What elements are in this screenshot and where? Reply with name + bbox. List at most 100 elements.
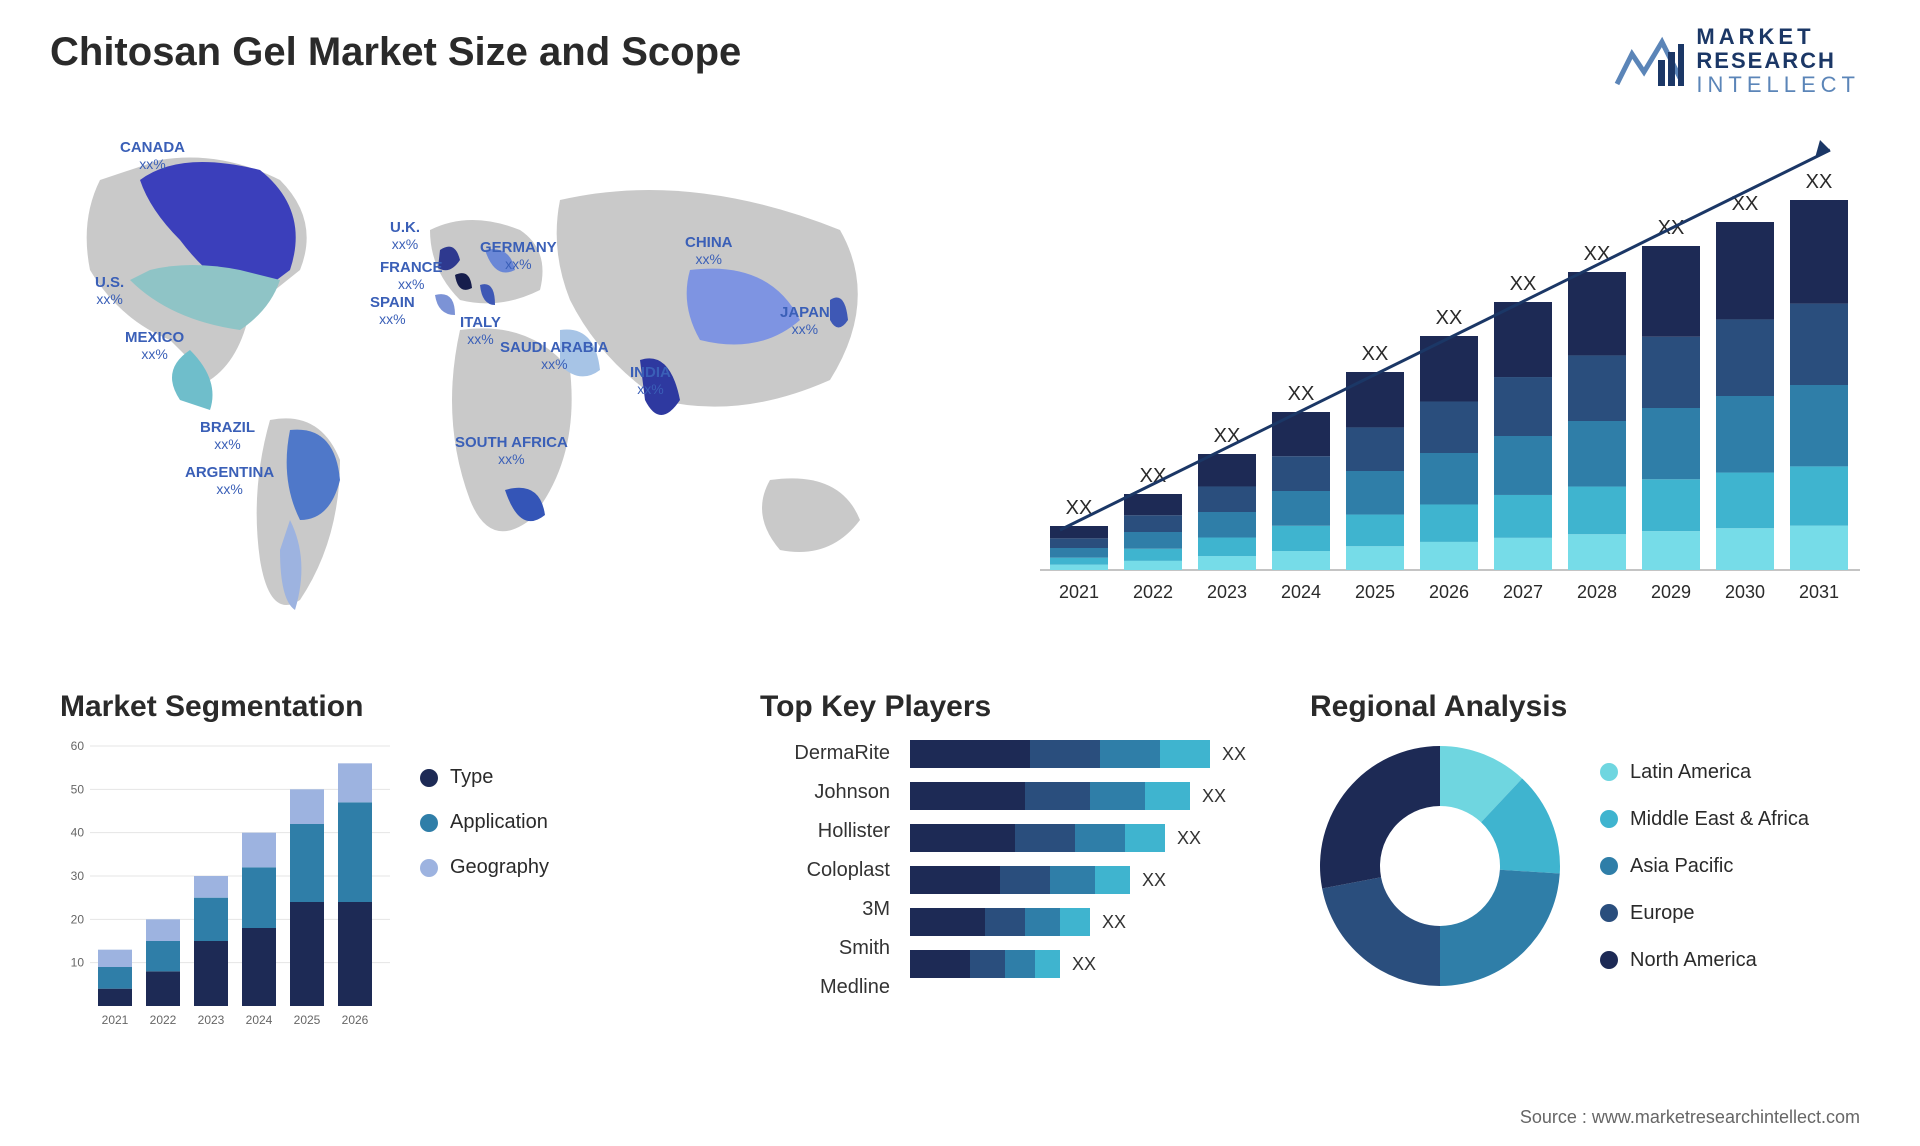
svg-text:2027: 2027 bbox=[1503, 582, 1543, 602]
svg-text:50: 50 bbox=[71, 782, 85, 796]
player-row: XX bbox=[910, 866, 1246, 894]
segmentation-chart: 102030405060202120222023202420252026 bbox=[60, 736, 390, 1056]
market-segmentation: Market Segmentation 10203040506020212022… bbox=[60, 690, 620, 1056]
svg-text:2022: 2022 bbox=[150, 1013, 177, 1027]
legend-item: Middle East & Africa bbox=[1600, 808, 1809, 831]
player-bar-segment bbox=[1000, 866, 1050, 894]
main-bar-chart: XX2021XX2022XX2023XX2024XX2025XX2026XX20… bbox=[1040, 130, 1860, 630]
svg-text:XX: XX bbox=[1806, 171, 1833, 193]
legend-swatch bbox=[420, 859, 438, 877]
player-bar-segment bbox=[1030, 740, 1100, 768]
map-label: SOUTH AFRICAxx% bbox=[455, 435, 568, 468]
map-label: GERMANYxx% bbox=[480, 240, 557, 273]
player-bar-segment bbox=[1025, 908, 1060, 936]
player-bar bbox=[910, 782, 1190, 810]
player-name: 3M bbox=[760, 898, 890, 921]
player-bar-segment bbox=[910, 950, 970, 978]
player-name: DermaRite bbox=[760, 742, 890, 765]
player-bar-segment bbox=[1160, 740, 1210, 768]
svg-text:2023: 2023 bbox=[198, 1013, 225, 1027]
svg-text:2026: 2026 bbox=[342, 1013, 369, 1027]
svg-text:2024: 2024 bbox=[246, 1013, 273, 1027]
player-row: XX bbox=[910, 824, 1246, 852]
world-map-svg bbox=[40, 120, 940, 650]
map-label: CANADAxx% bbox=[120, 140, 185, 173]
svg-text:2021: 2021 bbox=[1059, 582, 1099, 602]
player-name: Medline bbox=[760, 976, 890, 999]
player-bar bbox=[910, 740, 1210, 768]
legend-label: Europe bbox=[1630, 902, 1695, 925]
player-bar-segment bbox=[1145, 782, 1190, 810]
page-title: Chitosan Gel Market Size and Scope bbox=[50, 30, 741, 75]
map-label: SAUDI ARABIAxx% bbox=[500, 340, 609, 373]
legend-item: Type bbox=[420, 766, 549, 789]
player-bar-segment bbox=[910, 824, 1015, 852]
source-attribution: Source : www.marketresearchintellect.com bbox=[1520, 1107, 1860, 1128]
player-value: XX bbox=[1222, 744, 1246, 765]
player-row: XX bbox=[910, 782, 1246, 810]
player-bar-segment bbox=[985, 908, 1025, 936]
regional-legend: Latin America Middle East & Africa Asia Pa… bbox=[1600, 761, 1809, 972]
legend-label: Geography bbox=[450, 856, 549, 879]
player-bar-segment bbox=[1125, 824, 1165, 852]
legend-swatch bbox=[1600, 857, 1618, 875]
map-label: U.S.xx% bbox=[95, 275, 124, 308]
legend-item: Asia Pacific bbox=[1600, 855, 1809, 878]
svg-text:XX: XX bbox=[1288, 383, 1315, 405]
player-name: Smith bbox=[760, 937, 890, 960]
svg-text:2025: 2025 bbox=[1355, 582, 1395, 602]
regional-analysis: Regional Analysis Latin AmericaMiddle Ea… bbox=[1310, 690, 1860, 996]
legend-swatch bbox=[1600, 810, 1618, 828]
svg-text:10: 10 bbox=[71, 956, 85, 970]
svg-text:XX: XX bbox=[1510, 273, 1537, 295]
legend-label: Middle East & Africa bbox=[1630, 808, 1809, 831]
svg-text:20: 20 bbox=[71, 912, 85, 926]
legend-item: Europe bbox=[1600, 902, 1809, 925]
svg-text:XX: XX bbox=[1436, 307, 1463, 329]
player-bar-segment bbox=[1005, 950, 1035, 978]
map-label: CHINAxx% bbox=[685, 235, 733, 268]
legend-swatch bbox=[420, 814, 438, 832]
player-bar-segment bbox=[1025, 782, 1090, 810]
players-bars: XXXXXXXXXXXX bbox=[910, 736, 1246, 978]
legend-item: North America bbox=[1600, 949, 1809, 972]
top-key-players: Top Key Players DermaRiteJohnsonHolliste… bbox=[760, 690, 1280, 999]
regional-donut bbox=[1310, 736, 1570, 996]
player-value: XX bbox=[1142, 870, 1166, 891]
players-labels: DermaRiteJohnsonHollisterColoplast3MSmit… bbox=[760, 736, 890, 999]
map-label: JAPANxx% bbox=[780, 305, 830, 338]
map-label: ARGENTINAxx% bbox=[185, 465, 274, 498]
player-bar-segment bbox=[1100, 740, 1160, 768]
segmentation-title: Market Segmentation bbox=[60, 690, 620, 724]
svg-text:2022: 2022 bbox=[1133, 582, 1173, 602]
map-label: FRANCExx% bbox=[380, 260, 443, 293]
player-bar-segment bbox=[910, 908, 985, 936]
svg-text:2025: 2025 bbox=[294, 1013, 321, 1027]
svg-text:2024: 2024 bbox=[1281, 582, 1321, 602]
player-row: XX bbox=[910, 950, 1246, 978]
player-bar-segment bbox=[1035, 950, 1060, 978]
player-bar-segment bbox=[910, 782, 1025, 810]
player-name: Johnson bbox=[760, 781, 890, 804]
player-value: XX bbox=[1202, 786, 1226, 807]
svg-text:2031: 2031 bbox=[1799, 582, 1839, 602]
legend-item: Application bbox=[420, 811, 549, 834]
svg-text:2023: 2023 bbox=[1207, 582, 1247, 602]
logo-icon bbox=[1614, 34, 1684, 89]
legend-item: Geography bbox=[420, 856, 549, 879]
player-value: XX bbox=[1072, 954, 1096, 975]
legend-swatch bbox=[1600, 763, 1618, 781]
legend-swatch bbox=[1600, 951, 1618, 969]
logo: MARKET RESEARCH INTELLECT bbox=[1614, 25, 1860, 98]
world-map: CANADAxx%U.S.xx%MEXICOxx%BRAZILxx%ARGENT… bbox=[40, 120, 940, 650]
map-label: BRAZILxx% bbox=[200, 420, 255, 453]
legend-label: Application bbox=[450, 811, 548, 834]
players-title: Top Key Players bbox=[760, 690, 1280, 724]
player-bar-segment bbox=[1090, 782, 1145, 810]
player-value: XX bbox=[1177, 828, 1201, 849]
svg-text:40: 40 bbox=[71, 826, 85, 840]
player-row: XX bbox=[910, 740, 1246, 768]
player-bar bbox=[910, 824, 1165, 852]
legend-label: Latin America bbox=[1630, 761, 1751, 784]
player-bar bbox=[910, 950, 1060, 978]
